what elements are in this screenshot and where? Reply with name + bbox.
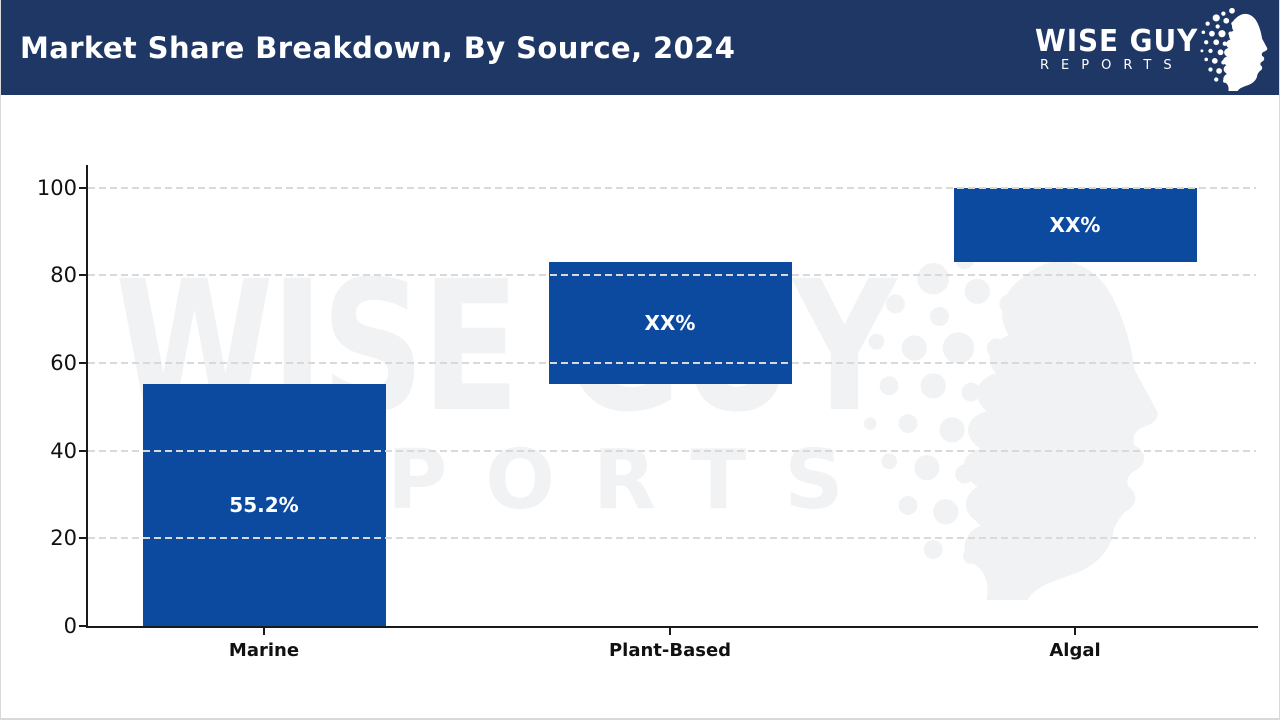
y-gridline-40	[88, 449, 1256, 452]
y-tick-40	[79, 449, 86, 452]
y-tick-0	[79, 625, 86, 627]
page-title: Market Share Breakdown, By Source, 2024	[20, 30, 736, 65]
x-label-plant-based: Plant-Based	[608, 640, 732, 661]
y-tick-20	[79, 537, 86, 540]
y-tick-label: 80	[50, 263, 77, 288]
bar-value-label: XX%	[644, 311, 696, 336]
brand-logo: WISE GUY REPORTS	[1025, 0, 1270, 95]
y-gridline-60	[88, 361, 1256, 364]
bar-value-label: 55.2%	[229, 493, 299, 517]
y-tick-label: 60	[50, 350, 77, 375]
x-tick-algal	[1074, 628, 1076, 635]
y-tick-100	[79, 186, 86, 189]
y-tick-label: 0	[63, 614, 77, 638]
bar-value-label: XX%	[1049, 212, 1101, 237]
watermark-head-icon	[863, 234, 1158, 600]
y-gridline-80	[88, 274, 1256, 277]
x-tick-plant-based	[669, 628, 671, 635]
y-gridline-100	[88, 186, 1256, 189]
x-label-marine: Marine	[228, 640, 300, 661]
bar-algal	[953, 187, 1197, 263]
dotted-head-logo-icon	[1200, 7, 1268, 91]
y-tick-label: 100	[36, 175, 77, 200]
brand-wordmark: WISE GUY	[1035, 24, 1199, 59]
x-tick-marine	[263, 628, 265, 635]
x-axis-line	[86, 626, 1258, 628]
y-tick-label: 40	[50, 438, 77, 463]
brand-sub-wordmark: REPORTS	[1040, 58, 1184, 73]
header-band: Market Share Breakdown, By Source, 2024 …	[0, 0, 1280, 95]
y-tick-80	[79, 274, 86, 277]
y-axis-line	[86, 165, 88, 628]
x-label-algal: Algal	[1049, 640, 1101, 661]
y-tick-60	[79, 361, 86, 364]
y-tick-label: 20	[50, 526, 77, 551]
bar-marine	[142, 384, 386, 626]
y-gridline-20	[88, 537, 1256, 540]
